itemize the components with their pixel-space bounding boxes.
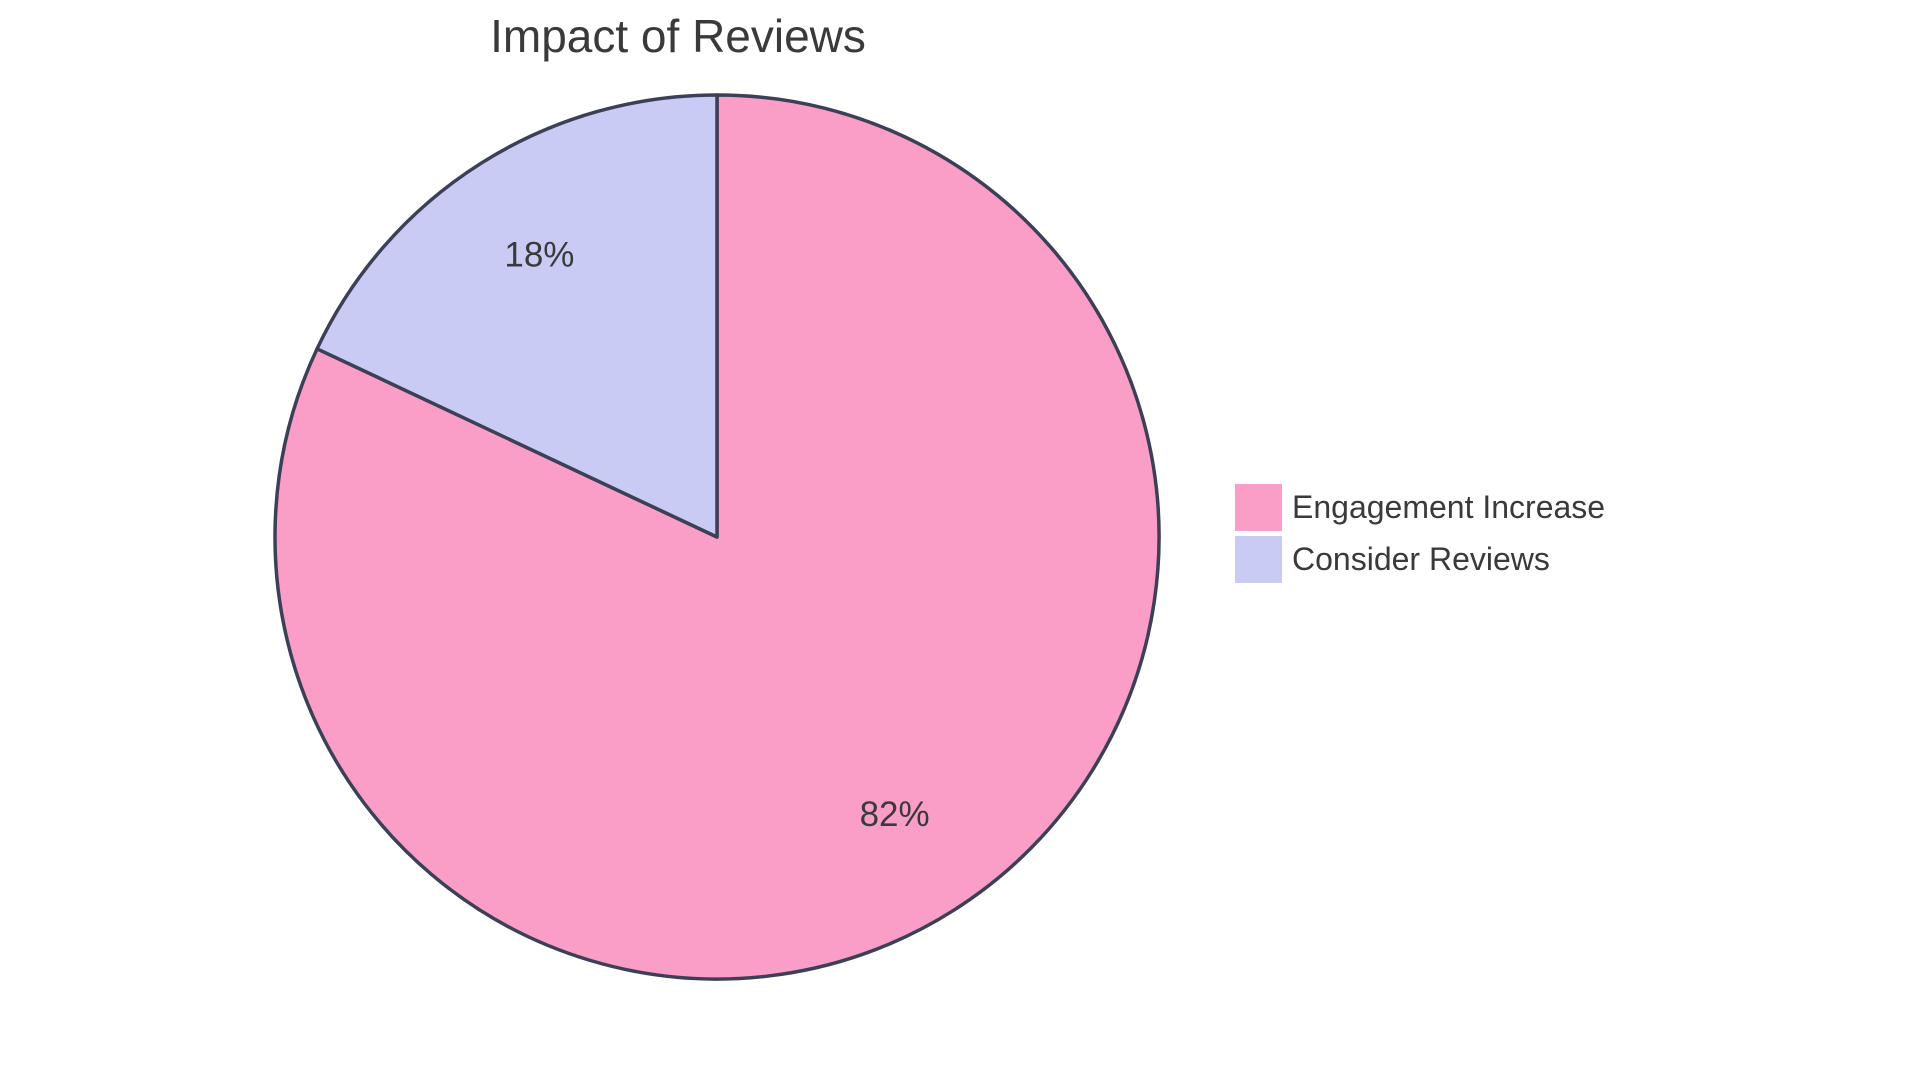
pie-labels-group: 82% 18% xyxy=(504,235,929,834)
slice-label-engagement-increase: 82% xyxy=(860,795,930,834)
pie-slice-engagement-increase[interactable] xyxy=(273,93,1161,981)
legend-label-consider-reviews: Consider Reviews xyxy=(1292,541,1550,577)
pie-slices-group xyxy=(273,93,1161,981)
legend-item-engagement-increase[interactable]: Engagement Increase xyxy=(1235,484,1605,531)
slice-label-consider-reviews: 18% xyxy=(504,235,574,274)
legend-swatch-consider-reviews xyxy=(1235,536,1282,583)
chart-title: Impact of Reviews xyxy=(490,10,866,62)
legend-label-engagement-increase: Engagement Increase xyxy=(1292,489,1606,525)
legend: Engagement Increase Consider Reviews xyxy=(1235,484,1605,588)
legend-item-consider-reviews[interactable]: Consider Reviews xyxy=(1235,536,1605,583)
pie-slice-consider-reviews[interactable] xyxy=(315,93,719,539)
legend-swatch-engagement-increase xyxy=(1235,484,1282,531)
